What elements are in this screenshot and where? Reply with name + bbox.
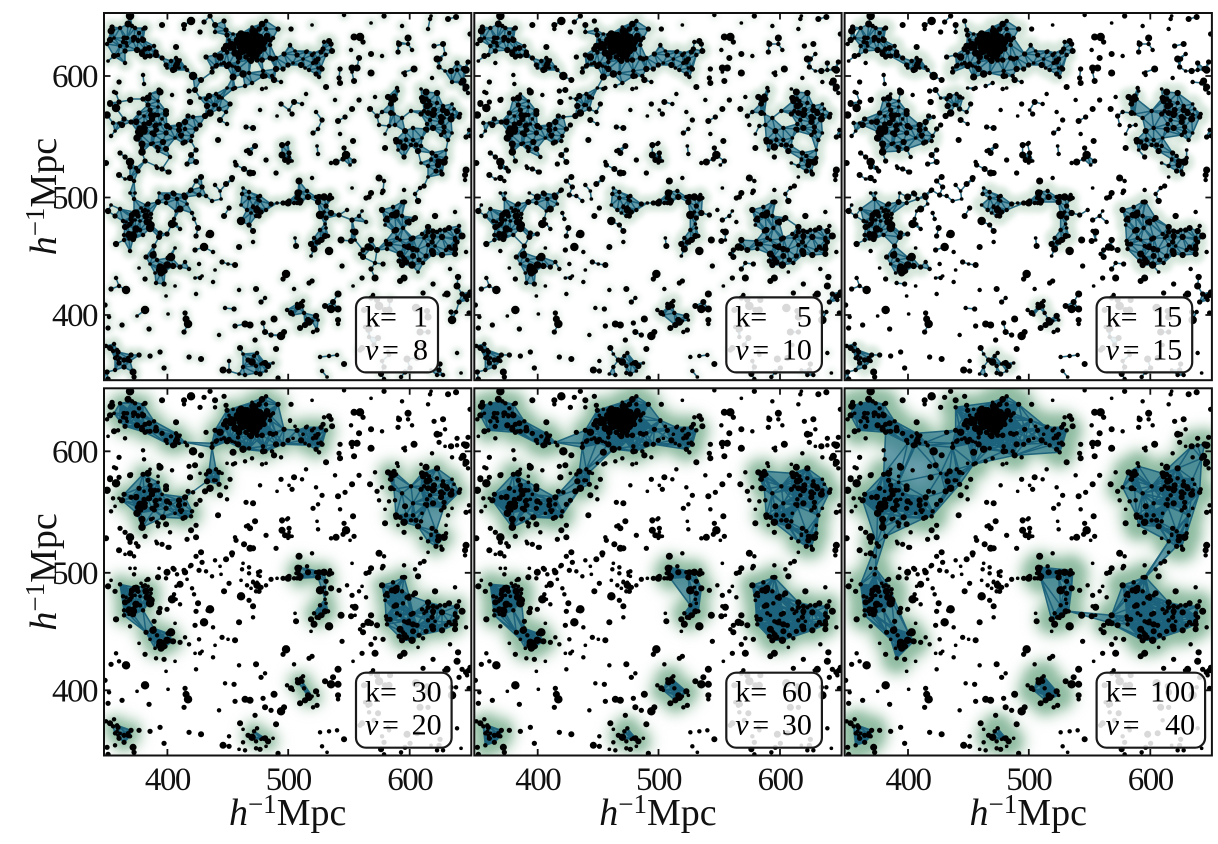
svg-text:30: 30 <box>782 709 812 742</box>
svg-text:ν: ν <box>365 709 379 742</box>
svg-text:8: 8 <box>413 333 428 366</box>
svg-text:5: 5 <box>797 300 812 333</box>
svg-text:h−1Mpc: h−1Mpc <box>599 789 716 834</box>
svg-text:=: = <box>1123 709 1140 742</box>
svg-text:h−1Mpc: h−1Mpc <box>229 789 346 834</box>
svg-text:ν: ν <box>1106 333 1120 366</box>
svg-text:k=: k= <box>365 676 397 709</box>
svg-text:15: 15 <box>1152 333 1182 366</box>
svg-text:600: 600 <box>52 59 98 95</box>
svg-text:400: 400 <box>52 673 98 709</box>
svg-text:400: 400 <box>886 762 932 798</box>
svg-text:k=: k= <box>735 300 767 333</box>
svg-text:100: 100 <box>1150 676 1195 709</box>
svg-text:500: 500 <box>266 762 312 798</box>
svg-text:h−1Mpc: h−1Mpc <box>20 513 65 630</box>
svg-text:20: 20 <box>412 709 442 742</box>
svg-text:h−1Mpc: h−1Mpc <box>970 789 1087 834</box>
svg-text:600: 600 <box>758 762 804 798</box>
svg-text:15: 15 <box>1152 300 1182 333</box>
svg-text:400: 400 <box>52 298 98 334</box>
svg-text:10: 10 <box>782 333 812 366</box>
svg-text:k=: k= <box>735 676 767 709</box>
svg-text:40: 40 <box>1165 709 1195 742</box>
svg-text:ν: ν <box>735 709 749 742</box>
svg-text:600: 600 <box>387 762 433 798</box>
svg-text:400: 400 <box>515 762 561 798</box>
svg-text:k=: k= <box>365 300 397 333</box>
svg-text:=: = <box>1123 333 1140 366</box>
svg-text:=: = <box>752 709 769 742</box>
svg-text:ν: ν <box>365 333 379 366</box>
svg-text:500: 500 <box>1006 762 1052 798</box>
svg-text:500: 500 <box>52 556 98 592</box>
svg-text:h−1Mpc: h−1Mpc <box>20 138 65 255</box>
svg-text:600: 600 <box>52 434 98 470</box>
svg-text:=: = <box>382 709 399 742</box>
svg-text:k=: k= <box>1106 300 1138 333</box>
svg-text:ν: ν <box>1106 709 1120 742</box>
svg-text:k=: k= <box>1106 676 1138 709</box>
svg-text:500: 500 <box>52 181 98 217</box>
svg-text:600: 600 <box>1128 762 1174 798</box>
svg-text:60: 60 <box>782 676 812 709</box>
svg-text:30: 30 <box>412 676 442 709</box>
svg-text:ν: ν <box>735 333 749 366</box>
svg-text:400: 400 <box>145 762 191 798</box>
svg-text:1: 1 <box>413 300 428 333</box>
svg-text:=: = <box>752 333 769 366</box>
svg-text:=: = <box>382 333 399 366</box>
svg-text:500: 500 <box>636 762 682 798</box>
